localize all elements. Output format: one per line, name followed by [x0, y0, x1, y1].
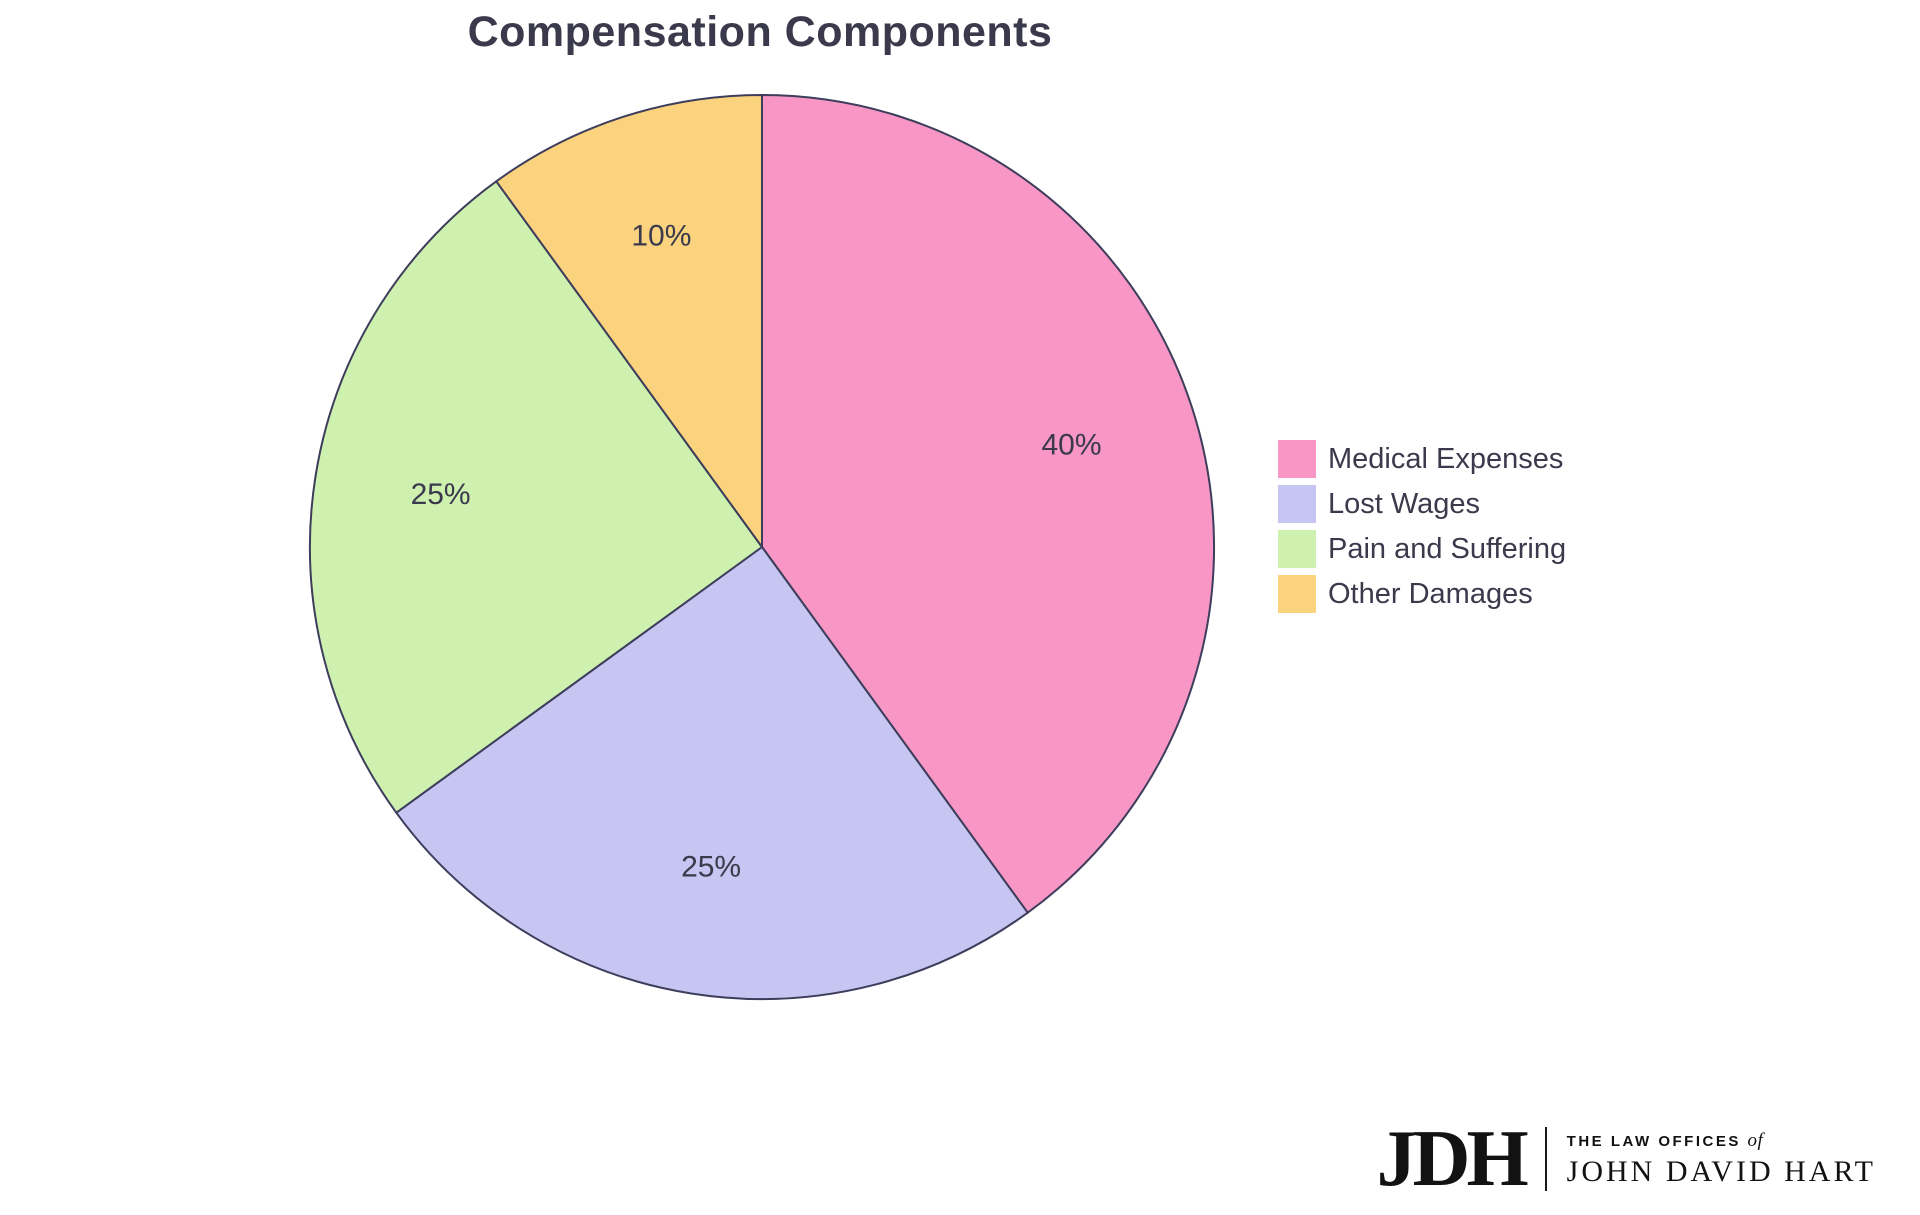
- brand-line2: JOHN DAVID HART: [1566, 1154, 1876, 1188]
- legend-item-medical-expenses: Medical Expenses: [1278, 440, 1566, 478]
- slice-label-other-damages: 10%: [631, 219, 691, 252]
- brand-monogram: JDH: [1376, 1115, 1529, 1203]
- pie-slice-lost-wages: [395, 546, 1029, 1000]
- slice-label-pain-and-suffering: 25%: [411, 478, 471, 511]
- slice-label-lost-wages: 25%: [681, 850, 741, 883]
- legend-label: Lost Wages: [1328, 487, 1481, 520]
- brand-divider: [1544, 1127, 1547, 1191]
- legend-swatch-lost-wages: [1278, 485, 1316, 523]
- legend-label: Other Damages: [1328, 577, 1533, 610]
- legend-swatch-pain-and-suffering: [1278, 530, 1316, 568]
- pie-slice-medical-expenses: [761, 94, 1216, 914]
- pie-slice-other-damages: [495, 94, 763, 548]
- legend-label: Pain and Suffering: [1328, 532, 1567, 565]
- legend-swatch-other-damages: [1278, 575, 1316, 613]
- legend-swatch-medical-expenses: [1278, 440, 1316, 478]
- brand-line1-text: THE LAW OFFICES: [1566, 1132, 1741, 1150]
- legend-item-other-damages: Other Damages: [1278, 575, 1566, 613]
- pie-slice-pain-and-suffering: [309, 180, 763, 814]
- brand-line1-of: of: [1747, 1129, 1764, 1151]
- legend-item-lost-wages: Lost Wages: [1278, 485, 1566, 523]
- brand-logo: JDH THE LAW OFFICES of JOHN DAVID HART: [1377, 1119, 1876, 1199]
- chart-title: Compensation Components: [467, 8, 1053, 56]
- legend-item-pain-and-suffering: Pain and Suffering: [1278, 530, 1566, 568]
- brand-line1: THE LAW OFFICES of: [1567, 1130, 1876, 1152]
- legend: Medical Expenses Lost Wages Pain and Suf…: [1278, 440, 1566, 613]
- legend-label: Medical Expenses: [1328, 442, 1564, 475]
- slice-label-medical-expenses: 40%: [1041, 428, 1101, 461]
- brand-text: THE LAW OFFICES of JOHN DAVID HART: [1567, 1130, 1876, 1189]
